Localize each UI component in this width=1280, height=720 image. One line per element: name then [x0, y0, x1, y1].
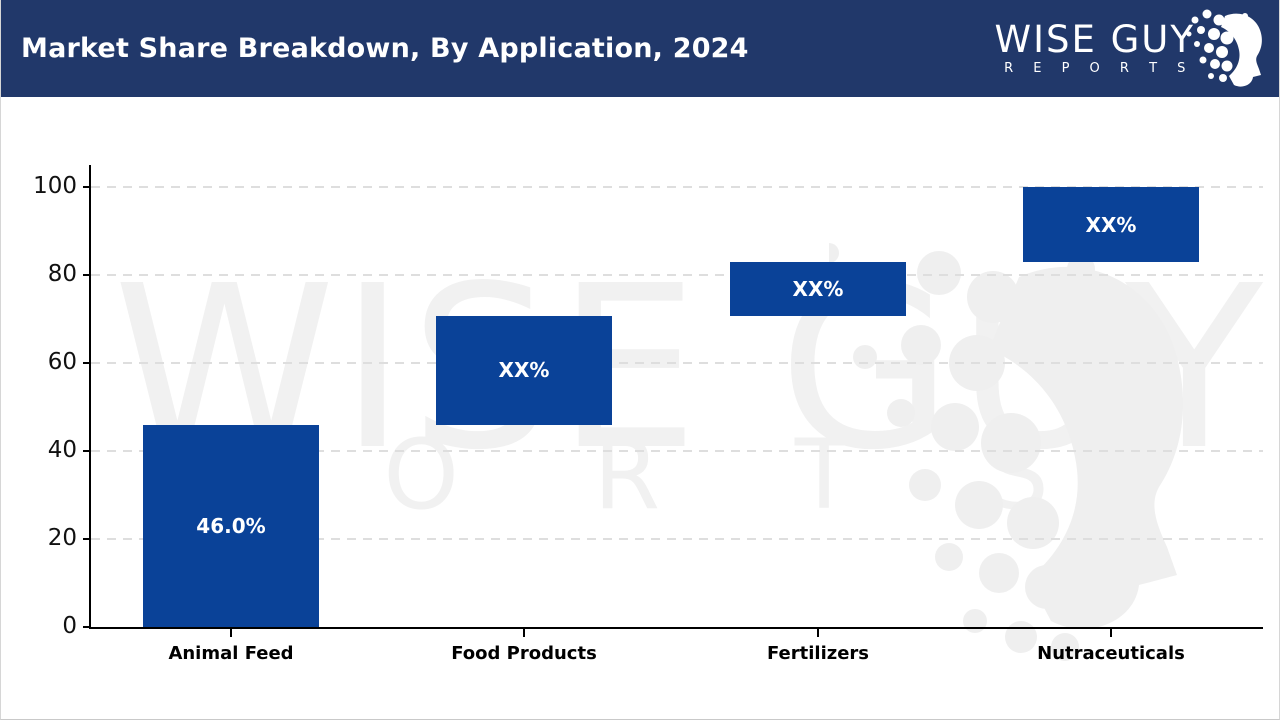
- y-axis-tick: [83, 362, 89, 364]
- gridline: [91, 274, 1263, 276]
- x-axis-category-label: Nutraceuticals: [1037, 643, 1185, 664]
- x-axis-tick: [230, 629, 232, 637]
- header-bar: Market Share Breakdown, By Application, …: [1, 0, 1279, 97]
- y-axis-line: [89, 165, 91, 629]
- logo-subtitle: R E P O R T S: [1004, 61, 1194, 76]
- bar-value-label: XX%: [792, 277, 844, 302]
- y-axis-tick-label: 20: [47, 525, 77, 551]
- x-axis-line: [89, 627, 1263, 629]
- x-axis-tick: [523, 629, 525, 637]
- y-axis-tick: [83, 450, 89, 452]
- y-axis-tick-label: 80: [47, 261, 77, 287]
- y-axis-tick-label: 0: [62, 613, 77, 639]
- wise-guy-reports-logo: WISE GUY R E P O R T S: [995, 4, 1279, 94]
- x-axis-category-label: Food Products: [451, 643, 597, 664]
- bar-nutraceuticals: XX%: [1023, 187, 1199, 263]
- bar-value-label: 46.0%: [196, 513, 266, 538]
- bar-fertilizers: XX%: [730, 262, 906, 317]
- bar-value-label: XX%: [498, 358, 550, 383]
- x-axis-tick: [817, 629, 819, 637]
- x-axis-tick: [1110, 629, 1112, 637]
- watermark-text-line2: P O R T S: [191, 419, 1101, 531]
- chart-title: Market Share Breakdown, By Application, …: [21, 33, 749, 64]
- x-axis-category-label: Fertilizers: [766, 643, 870, 664]
- gridline: [91, 538, 1263, 540]
- plot-area: WISE GUY P O R T S 0 20 40 60 80 100 46.0% Anim…: [1, 97, 1279, 719]
- y-axis-tick: [83, 626, 89, 628]
- bar-animal-feed: 46.0%: [143, 424, 319, 627]
- y-axis-tick-label: 100: [33, 173, 77, 199]
- logo-head-icon: [1186, 9, 1262, 87]
- gridline: [91, 186, 1263, 188]
- logo-text: WISE GUY R E P O R T S: [995, 21, 1195, 76]
- gridline: [91, 450, 1263, 452]
- y-axis-tick: [83, 538, 89, 540]
- y-axis-tick-label: 60: [47, 349, 77, 375]
- x-axis-category-label: Animal Feed: [168, 643, 294, 664]
- bar-value-label: XX%: [1085, 212, 1137, 237]
- y-axis-tick: [83, 186, 89, 188]
- gridline: [91, 362, 1263, 364]
- y-axis-tick: [83, 274, 89, 276]
- logo-wordmark: WISE GUY: [994, 18, 1195, 61]
- y-axis-tick-label: 40: [47, 437, 77, 463]
- bar-food-products: XX%: [436, 316, 612, 425]
